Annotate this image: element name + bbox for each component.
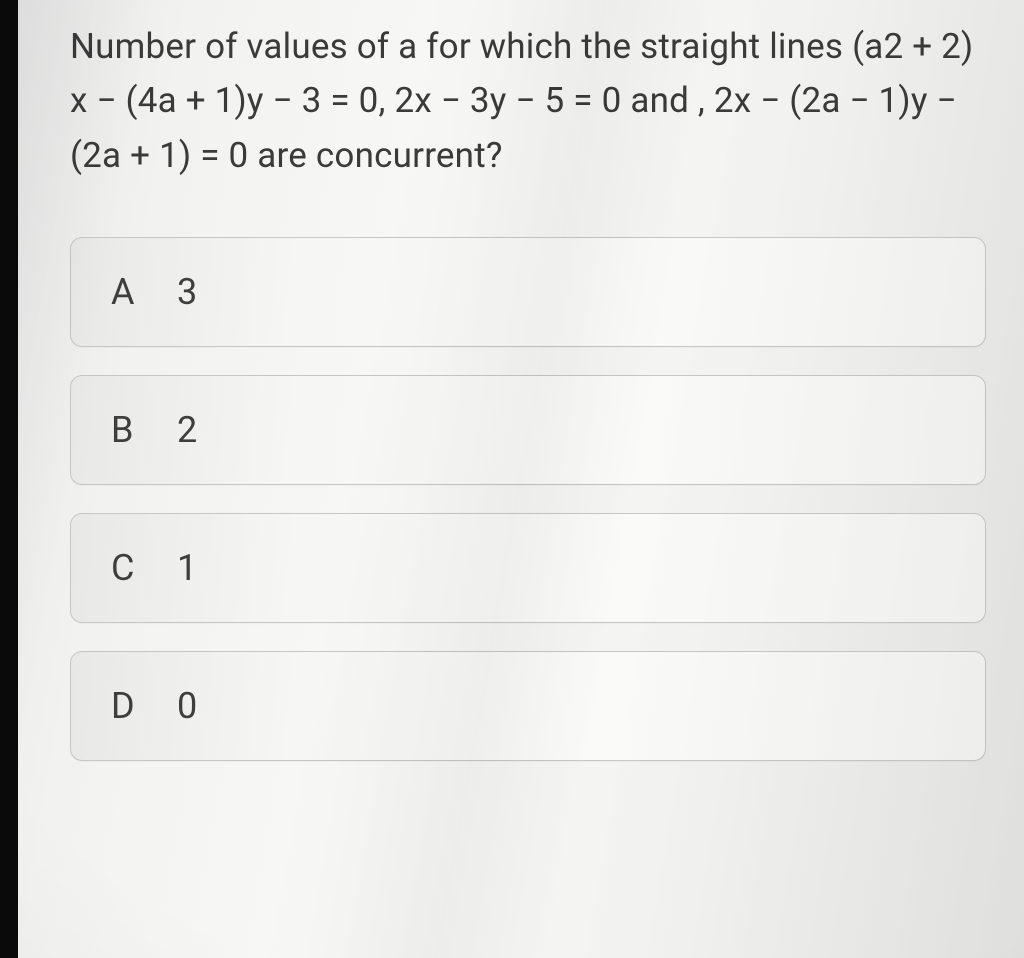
option-value: 2	[177, 409, 197, 451]
option-value: 0	[177, 685, 197, 727]
option-b[interactable]: B 2	[70, 375, 986, 485]
option-a[interactable]: A 3	[70, 237, 986, 347]
option-c[interactable]: C 1	[70, 513, 986, 623]
option-value: 1	[177, 547, 197, 589]
option-letter: C	[111, 547, 139, 589]
option-d[interactable]: D 0	[70, 651, 986, 761]
option-letter: D	[111, 685, 139, 727]
option-letter: B	[111, 409, 139, 451]
options-list: A 3 B 2 C 1 D 0	[70, 237, 996, 761]
option-value: 3	[177, 271, 197, 313]
question-page: Number of values of a for which the stra…	[18, 0, 1024, 958]
option-letter: A	[111, 271, 139, 313]
question-text: Number of values of a for which the stra…	[70, 20, 996, 183]
